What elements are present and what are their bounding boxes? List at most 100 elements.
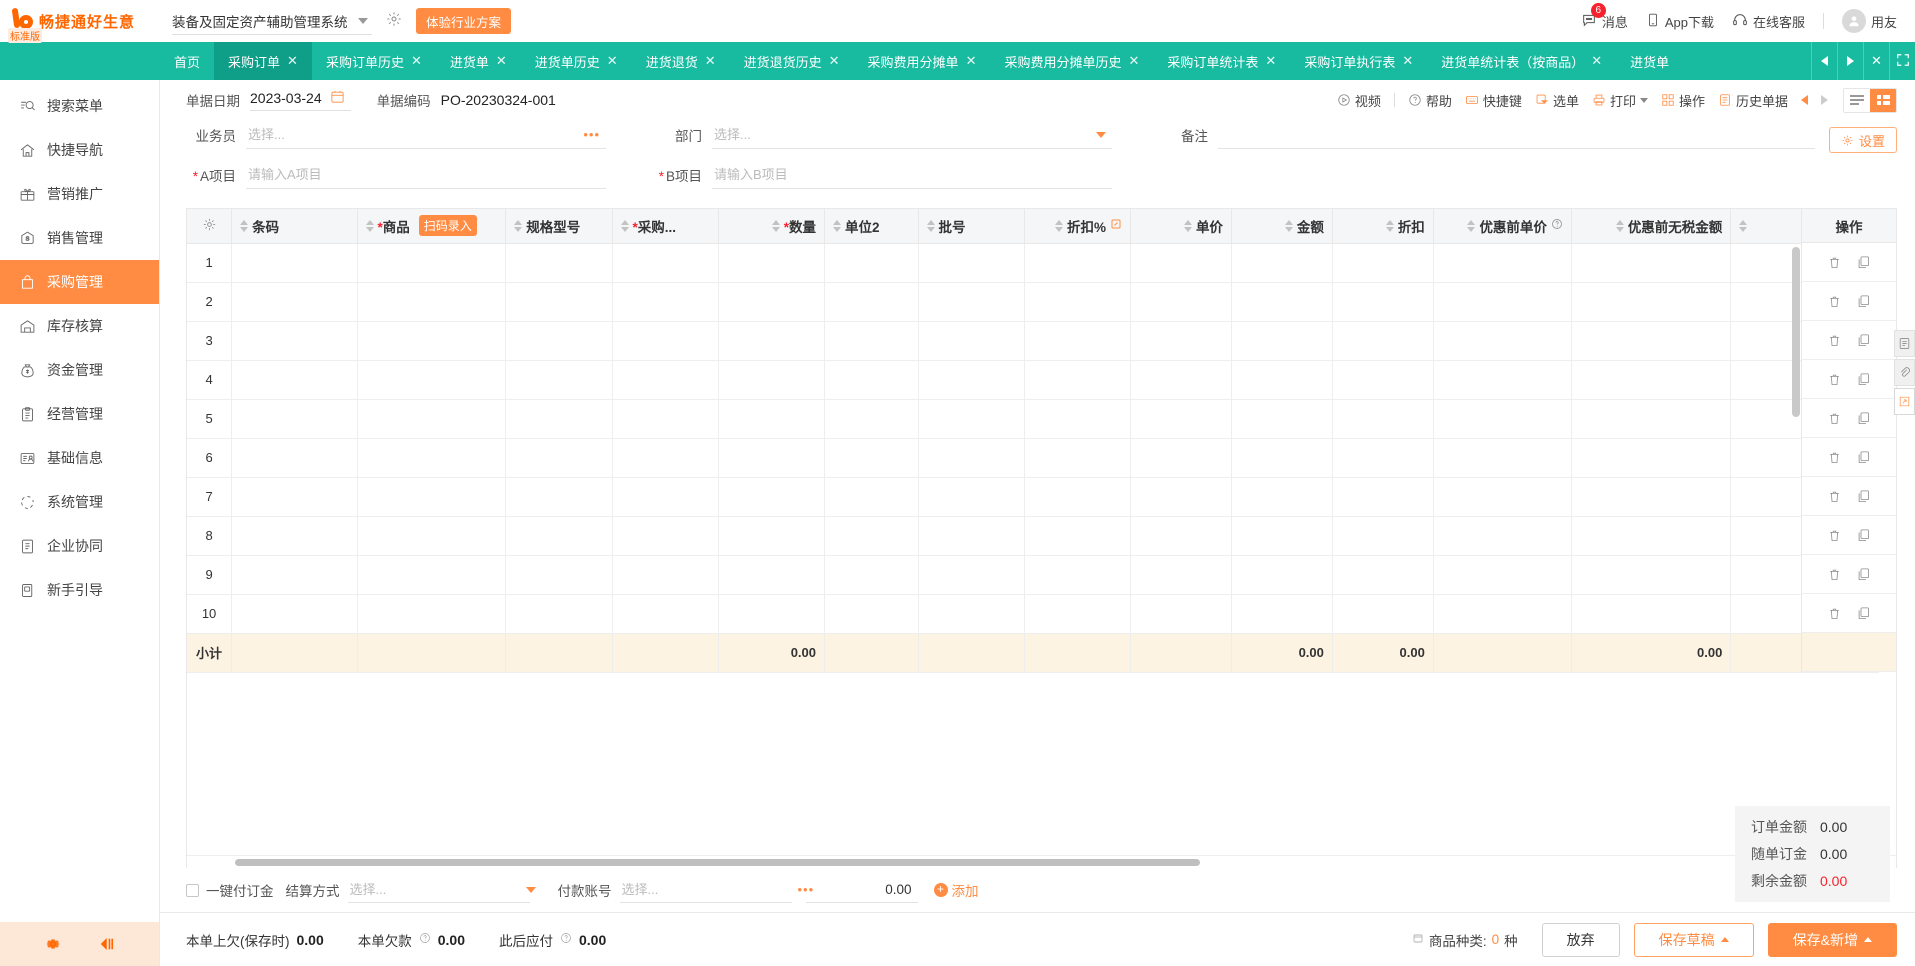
- sort-icon[interactable]: [771, 219, 780, 232]
- cell-spec[interactable]: [505, 516, 613, 556]
- row-number-cell[interactable]: 9: [187, 555, 233, 595]
- header-messages[interactable]: 消息 6: [1581, 2, 1628, 31]
- tab-close-icon[interactable]: ✕: [606, 53, 618, 68]
- sort-icon[interactable]: [1385, 219, 1394, 232]
- cell-unit2[interactable]: [824, 555, 919, 595]
- cell-pre_amount_notax[interactable]: [1571, 360, 1732, 400]
- cell-discount[interactable]: [1332, 399, 1434, 439]
- cell-discount_pct[interactable]: [1024, 555, 1132, 595]
- cell-batch[interactable]: [918, 594, 1025, 634]
- sidebar-item-7[interactable]: 经营管理: [0, 392, 159, 436]
- payment-account-input[interactable]: [621, 882, 798, 897]
- column-header-discount_pct[interactable]: 折扣%: [1024, 209, 1132, 244]
- cell-pre_price[interactable]: [1433, 360, 1572, 400]
- cell-purchase[interactable]: [612, 399, 719, 439]
- cell-price[interactable]: [1130, 243, 1232, 283]
- cell-pre_amount_notax[interactable]: [1571, 399, 1732, 439]
- chevron-down-icon[interactable]: [525, 886, 536, 893]
- cell-unit2[interactable]: [824, 321, 919, 361]
- cell-product[interactable]: [357, 477, 507, 517]
- cell-barcode[interactable]: [231, 477, 358, 517]
- experience-solution-button[interactable]: 体验行业方案: [416, 8, 512, 34]
- table-row[interactable]: 10: [187, 594, 1879, 634]
- payment-account-field[interactable]: •••: [619, 877, 813, 903]
- view-mode-list-button[interactable]: [1844, 89, 1870, 112]
- toolbar-history-doc[interactable]: 历史单据: [1718, 91, 1788, 110]
- cell-purchase[interactable]: [612, 360, 719, 400]
- line-items-scroll-area[interactable]: 条码 *商品 扫码录入 规格型号 *采购... *数量 单位2 批号 折扣% 单价 金额 折扣 优惠前单…: [187, 209, 1896, 855]
- settings-gear-icon[interactable]: [44, 935, 62, 953]
- cell-pre_amount_notax[interactable]: [1571, 555, 1732, 595]
- cell-qty[interactable]: [718, 555, 826, 595]
- cell-qty[interactable]: [718, 360, 826, 400]
- save-and-new-button[interactable]: 保存&新增: [1767, 922, 1897, 957]
- payment-account-more-icon[interactable]: •••: [797, 882, 815, 897]
- discard-button[interactable]: 放弃: [1541, 922, 1620, 957]
- sidebar-item-3[interactable]: S 销售管理: [0, 216, 159, 260]
- cell-purchase[interactable]: [612, 516, 719, 556]
- cell-purchase[interactable]: [612, 321, 719, 361]
- column-header-price[interactable]: 单价: [1130, 209, 1232, 244]
- cell-qty[interactable]: [718, 477, 826, 517]
- chevron-down-icon[interactable]: [1639, 97, 1648, 103]
- cell-qty[interactable]: [718, 399, 826, 439]
- column-header-amount[interactable]: 金额: [1231, 209, 1333, 244]
- cell-amount[interactable]: [1231, 477, 1333, 517]
- column-header-spec[interactable]: 规格型号: [505, 209, 613, 244]
- tab-scroll-right-button[interactable]: [1837, 42, 1863, 80]
- settle-method-field[interactable]: [347, 877, 536, 903]
- salesperson-input[interactable]: [248, 127, 584, 142]
- sidebar-item-0[interactable]: 搜索菜单: [0, 84, 159, 128]
- column-header-gear[interactable]: [187, 209, 233, 244]
- cell-discount[interactable]: [1332, 282, 1434, 322]
- edit-icon[interactable]: [1110, 218, 1122, 233]
- cell-qty[interactable]: [718, 282, 826, 322]
- header-app-download[interactable]: App下载: [1646, 12, 1714, 31]
- cell-pre_price[interactable]: [1433, 555, 1572, 595]
- cell-discount_pct[interactable]: [1024, 594, 1132, 634]
- cell-product[interactable]: [357, 360, 507, 400]
- cell-barcode[interactable]: [231, 399, 358, 439]
- system-selector[interactable]: 装备及固定资产辅助管理系统: [172, 7, 372, 35]
- sidebar-item-4[interactable]: 采购管理: [0, 260, 159, 304]
- tab-item[interactable]: 采购订单执行表 ✕: [1290, 42, 1427, 80]
- sort-icon[interactable]: [365, 219, 374, 232]
- sort-icon[interactable]: [1467, 219, 1476, 232]
- sort-icon[interactable]: [833, 219, 841, 232]
- help-circle-icon[interactable]: [419, 932, 431, 947]
- cell-unit2[interactable]: [824, 360, 919, 400]
- cell-discount_pct[interactable]: [1024, 516, 1132, 556]
- close-all-tabs-button[interactable]: ✕: [1863, 42, 1889, 80]
- sidebar-item-2[interactable]: 营销推广: [0, 172, 159, 216]
- sidebar-item-1[interactable]: 快捷导航: [0, 128, 159, 172]
- row-number-cell[interactable]: 1: [187, 243, 233, 283]
- settings-button[interactable]: 设置: [1828, 127, 1897, 153]
- tab-close-icon[interactable]: ✕: [1265, 53, 1277, 68]
- cell-batch[interactable]: [918, 321, 1025, 361]
- cell-qty[interactable]: [718, 438, 826, 478]
- row-operations[interactable]: [1802, 438, 1896, 477]
- row-operations[interactable]: [1802, 360, 1896, 399]
- remark-field[interactable]: 备注: [1158, 120, 1815, 150]
- cell-batch[interactable]: [918, 360, 1025, 400]
- chevron-down-icon[interactable]: [1096, 131, 1106, 138]
- cell-discount_pct[interactable]: [1024, 399, 1132, 439]
- tab-close-icon[interactable]: ✕: [1591, 53, 1603, 68]
- tab-close-icon[interactable]: ✕: [287, 53, 298, 68]
- table-row[interactable]: 2: [187, 282, 1879, 322]
- cell-discount_pct[interactable]: [1024, 282, 1132, 322]
- project-b-input[interactable]: [714, 167, 1106, 182]
- cell-unit2[interactable]: [824, 477, 919, 517]
- cell-purchase[interactable]: [612, 282, 719, 322]
- toolbar-print[interactable]: 打印: [1592, 91, 1648, 110]
- row-number-cell[interactable]: 8: [187, 516, 233, 556]
- cell-amount[interactable]: [1231, 399, 1333, 439]
- fullscreen-button[interactable]: [1889, 42, 1915, 80]
- cell-qty[interactable]: [718, 243, 826, 283]
- sort-icon[interactable]: [514, 219, 523, 232]
- sort-icon[interactable]: [1739, 219, 1748, 232]
- tab-scroll-left-button[interactable]: [1811, 42, 1837, 80]
- cell-barcode[interactable]: [231, 321, 358, 361]
- tab-item[interactable]: 采购订单统计表 ✕: [1153, 42, 1290, 80]
- cell-pre_amount_notax[interactable]: [1571, 438, 1732, 478]
